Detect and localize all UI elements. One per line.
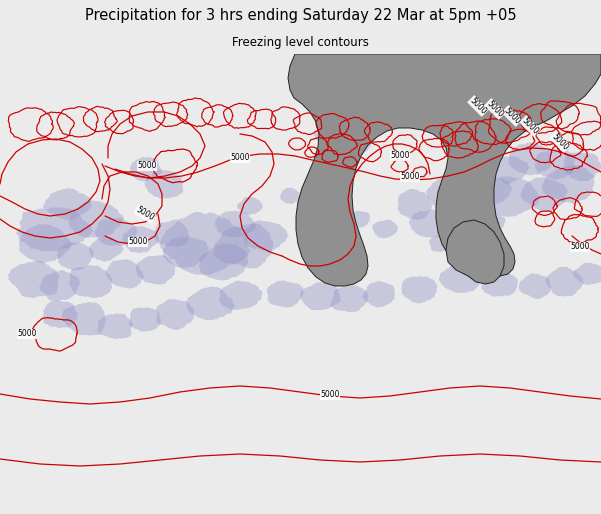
Polygon shape (39, 270, 81, 301)
Text: 5000: 5000 (570, 243, 590, 251)
Polygon shape (43, 188, 92, 220)
Polygon shape (373, 219, 398, 238)
Polygon shape (335, 125, 374, 153)
Polygon shape (69, 265, 112, 298)
Polygon shape (159, 212, 251, 275)
Polygon shape (163, 236, 209, 268)
Polygon shape (122, 226, 159, 253)
Polygon shape (8, 261, 59, 298)
Polygon shape (362, 281, 395, 307)
Polygon shape (492, 156, 529, 184)
Polygon shape (144, 170, 183, 198)
Polygon shape (564, 152, 601, 181)
Polygon shape (542, 165, 595, 204)
Polygon shape (520, 177, 568, 212)
Polygon shape (484, 214, 505, 230)
Text: 5000: 5000 (230, 154, 250, 162)
Polygon shape (89, 236, 124, 262)
Text: 5000: 5000 (520, 116, 540, 136)
Polygon shape (343, 108, 373, 132)
Text: Freezing level contours: Freezing level contours (232, 35, 369, 49)
Polygon shape (19, 224, 72, 263)
Polygon shape (135, 255, 175, 285)
Text: 5000: 5000 (17, 329, 37, 339)
Polygon shape (446, 220, 504, 284)
Text: 5000: 5000 (502, 106, 522, 126)
Polygon shape (545, 267, 584, 297)
Polygon shape (519, 273, 551, 299)
Polygon shape (57, 242, 94, 270)
Polygon shape (186, 287, 235, 320)
Polygon shape (331, 222, 350, 237)
Polygon shape (331, 285, 368, 313)
Polygon shape (156, 299, 194, 330)
Polygon shape (319, 139, 362, 169)
Text: 5000: 5000 (128, 237, 148, 247)
Polygon shape (370, 84, 412, 114)
Polygon shape (314, 121, 347, 145)
Polygon shape (481, 271, 518, 297)
Polygon shape (288, 54, 601, 286)
Polygon shape (426, 177, 472, 209)
Polygon shape (401, 276, 438, 304)
Polygon shape (43, 301, 78, 328)
Polygon shape (350, 211, 370, 228)
Polygon shape (214, 224, 273, 269)
Polygon shape (214, 210, 256, 237)
Text: 5000: 5000 (137, 161, 157, 171)
Polygon shape (300, 282, 341, 310)
Polygon shape (267, 281, 304, 307)
Polygon shape (459, 197, 482, 216)
Polygon shape (573, 263, 601, 285)
Text: 5000: 5000 (485, 99, 505, 119)
Polygon shape (444, 156, 496, 194)
Polygon shape (199, 243, 249, 281)
Polygon shape (535, 149, 575, 180)
Polygon shape (154, 219, 190, 247)
Polygon shape (16, 207, 93, 251)
Polygon shape (508, 142, 552, 175)
Polygon shape (409, 210, 452, 237)
Polygon shape (481, 176, 540, 217)
Polygon shape (62, 302, 106, 336)
Polygon shape (243, 221, 288, 251)
Polygon shape (307, 196, 334, 213)
Polygon shape (129, 307, 161, 332)
Text: 5000: 5000 (320, 391, 340, 399)
Polygon shape (97, 314, 133, 339)
Text: 5000: 5000 (400, 173, 419, 181)
Polygon shape (69, 200, 124, 237)
Polygon shape (439, 264, 481, 293)
Polygon shape (352, 90, 388, 120)
Text: 5000: 5000 (134, 205, 156, 223)
Polygon shape (429, 235, 451, 252)
Polygon shape (398, 189, 433, 219)
Polygon shape (469, 174, 512, 204)
Polygon shape (106, 259, 144, 288)
Text: Precipitation for 3 hrs ending Saturday 22 Mar at 5pm +05: Precipitation for 3 hrs ending Saturday … (85, 8, 516, 23)
Text: 5000: 5000 (468, 96, 488, 116)
Text: 5000: 5000 (390, 152, 410, 160)
Polygon shape (94, 217, 137, 246)
Polygon shape (219, 281, 263, 310)
Polygon shape (279, 188, 299, 204)
Polygon shape (237, 196, 263, 215)
Text: 5000: 5000 (550, 132, 570, 152)
Polygon shape (130, 157, 162, 181)
